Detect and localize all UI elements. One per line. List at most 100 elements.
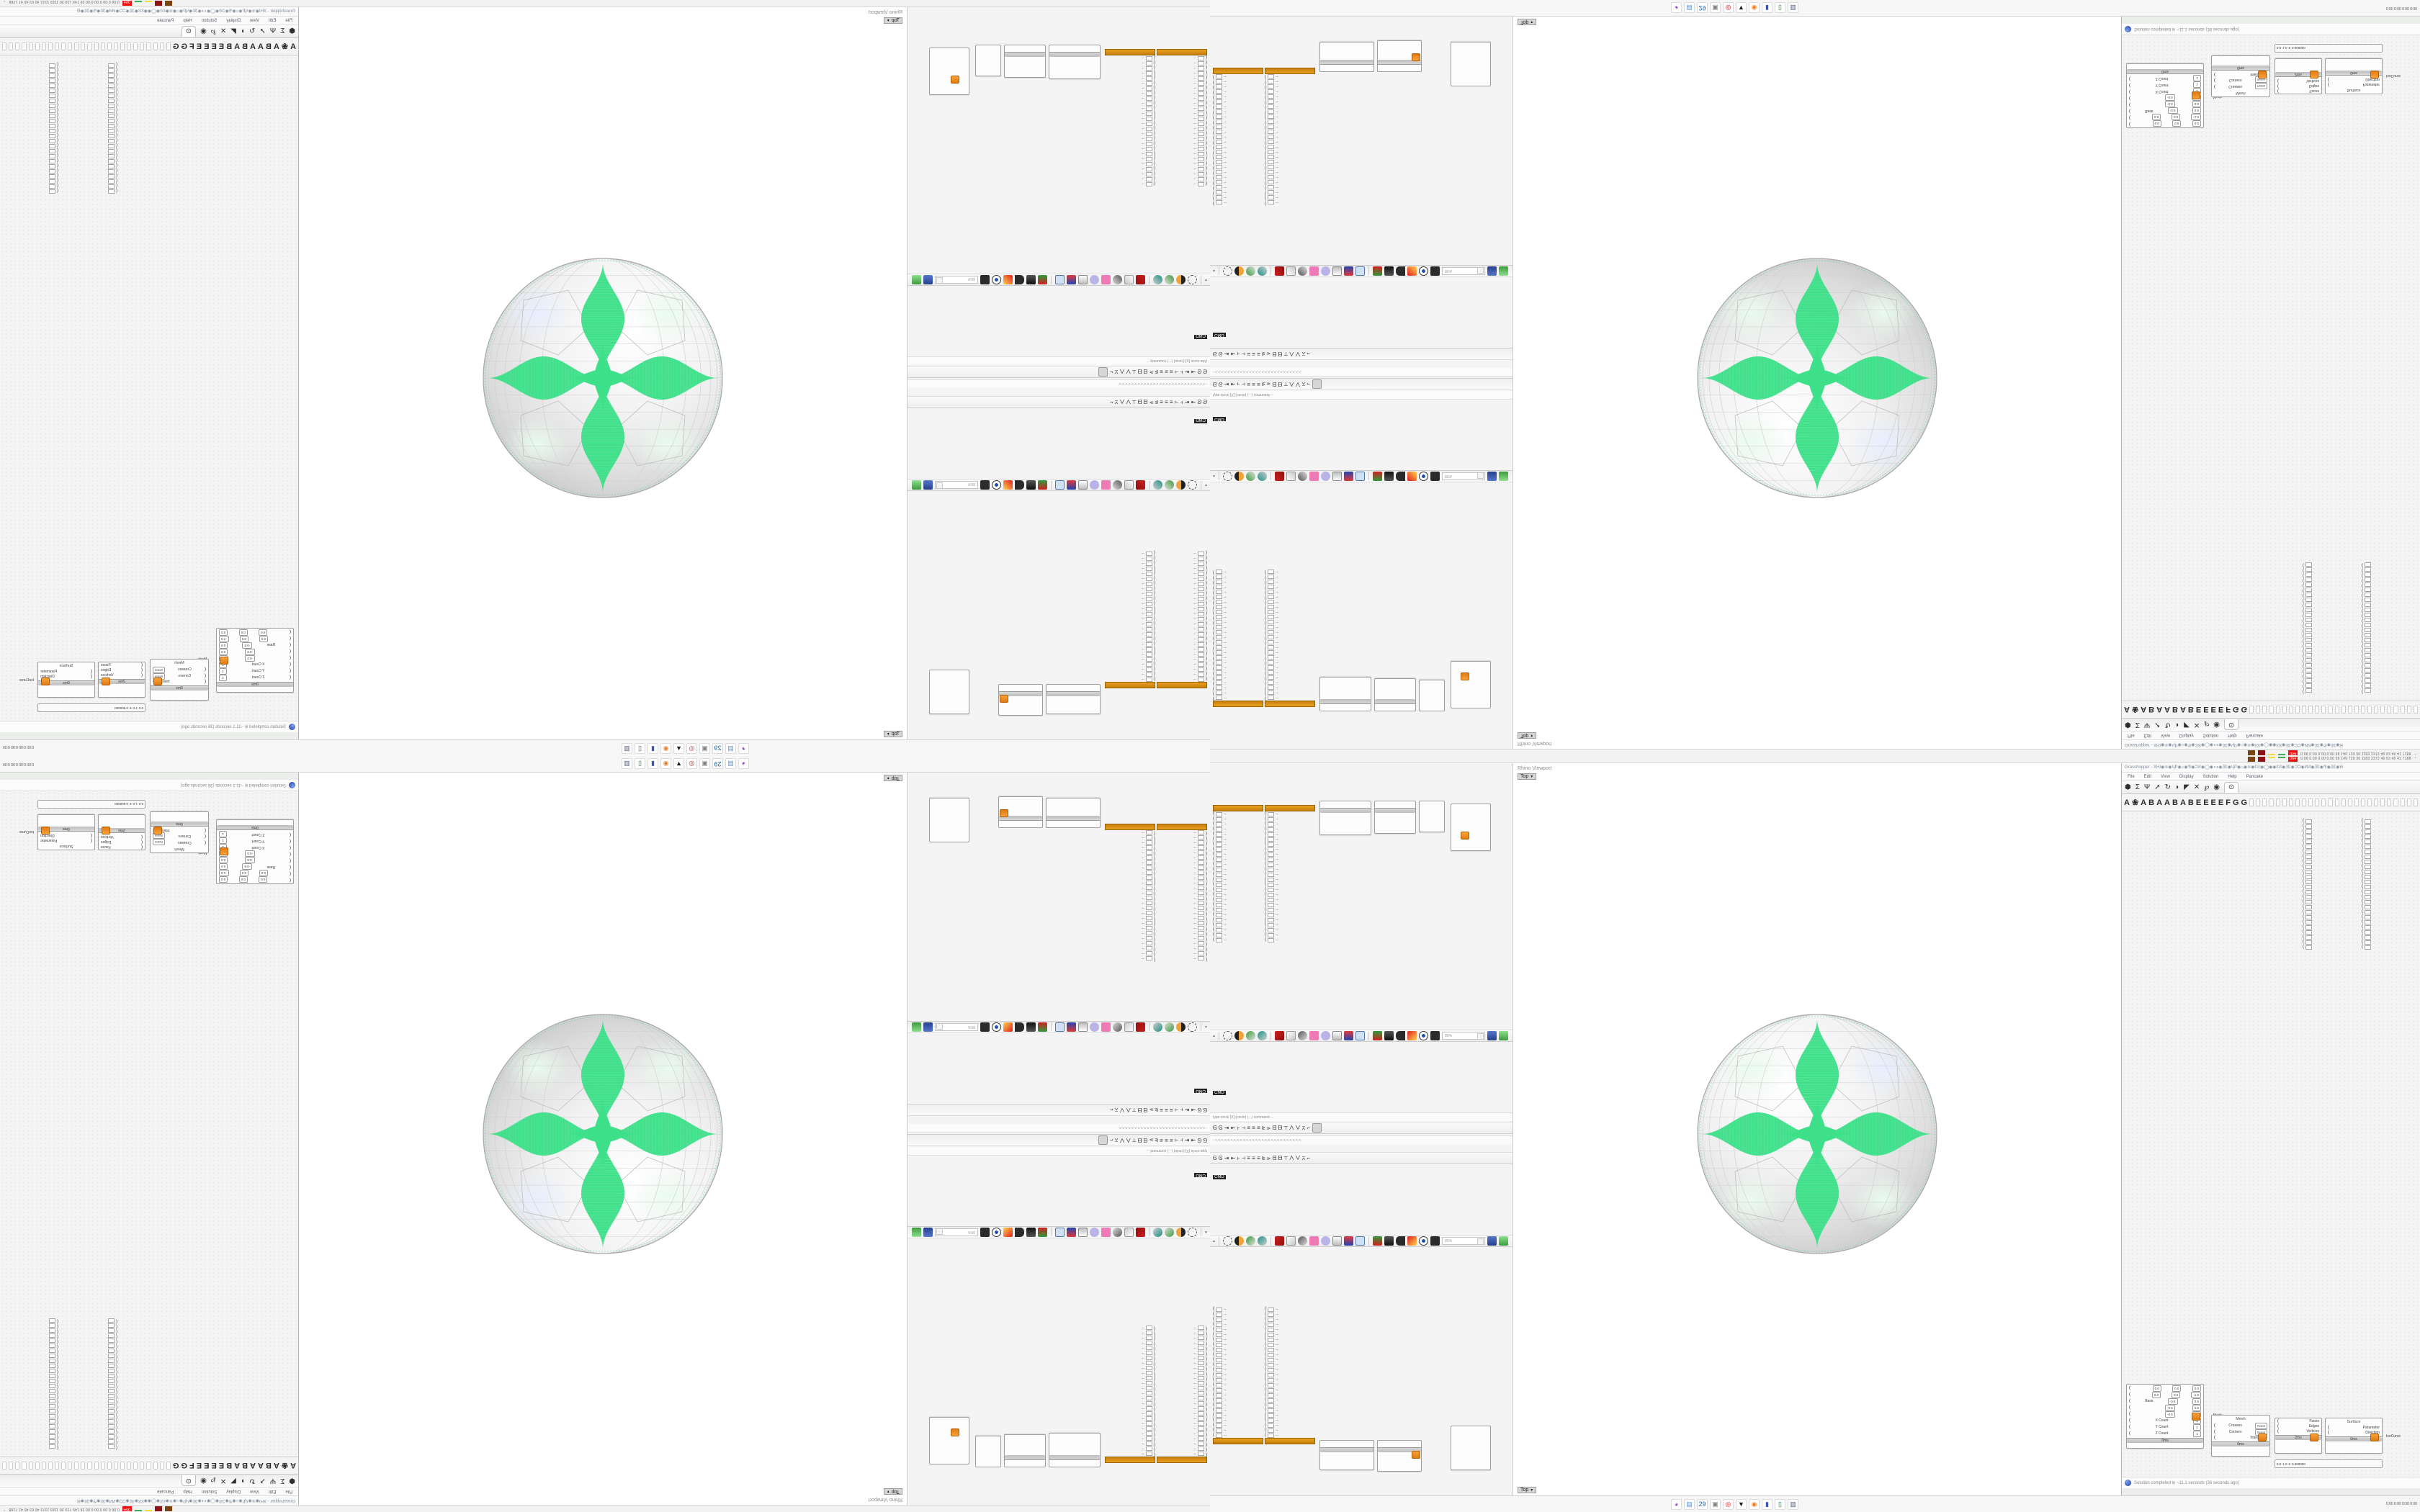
connector-field[interactable] [108,1444,115,1449]
panel-checkbox[interactable] [1216,104,1222,109]
panel-row[interactable]: (— [1213,109,1263,114]
panel-pin-icon[interactable]: ( [1265,651,1266,655]
connector-pin-icon[interactable]: ( [2303,588,2304,593]
connector-field[interactable] [108,143,115,148]
connector-pin-icon[interactable]: ( [116,143,117,148]
connector-pin-icon[interactable]: ( [2303,689,2304,693]
tab-maths[interactable]: Σ [2135,783,2140,791]
box-component[interactable]: (0.0 0.0 0.0(0.0 0.0 -1.0(Base -0.5 0.5(-0.5 0.… [2126,63,2222,128]
box-component-field[interactable]: 1 [219,668,228,675]
panel-pin-icon[interactable]: ( [1154,841,1155,845]
connector-pin-icon[interactable]: ( [57,1349,58,1354]
panel-row[interactable]: (— [1213,696,1263,701]
panel-row[interactable]: (— [1213,877,1263,882]
panel-pin-icon[interactable]: ( [1213,1398,1214,1402]
connector-row[interactable]: ( [1,1359,58,1364]
box-component-field[interactable]: -0.5 [245,649,256,655]
panel-checkbox[interactable] [1268,1357,1274,1362]
connector-row[interactable]: ( [2362,924,2419,930]
ribbon-item-0[interactable]: A [2124,705,2130,714]
panel-pin-icon[interactable]: ( [1154,836,1155,840]
panel-checkbox[interactable] [1198,60,1204,66]
grasshopper-icon[interactable] [1355,1031,1366,1040]
panel-row[interactable]: (— [1105,86,1155,91]
panel-checkbox[interactable] [1268,670,1274,675]
panel-row[interactable]: (— [1265,165,1315,170]
connector-row[interactable]: ( [60,1318,117,1323]
panel-row[interactable]: (— [1265,585,1315,590]
connector-row[interactable]: ( [2362,683,2419,688]
ribbon-cell-6[interactable] [2288,798,2293,806]
connector-pin-icon[interactable]: ( [57,133,58,138]
ribbon-cell-23[interactable] [15,1462,20,1470]
panel-pin-icon[interactable]: ( [1206,55,1207,60]
panel-pin-icon[interactable]: ( [1206,111,1207,115]
panel-pin-icon[interactable]: ( [1213,100,1214,104]
panel-checkbox[interactable] [1216,605,1222,610]
panel-row[interactable]: (— [1213,89,1263,94]
connector-row[interactable]: ( [60,184,117,189]
ribbon-item-1[interactable]: ❀ [2131,798,2139,807]
panel-row[interactable]: (— [1213,155,1263,160]
connector-field[interactable] [49,1439,55,1444]
tab-vector[interactable]: ➚ [259,1477,266,1485]
panel-checkbox[interactable] [1146,652,1152,657]
zoom-input-lower[interactable]: 85% [1442,1237,1486,1245]
ribbon-item-2[interactable]: A [2141,705,2147,714]
panel-row[interactable]: (— [1265,877,1315,882]
connector-pin-icon[interactable]: ( [116,1339,117,1344]
xray-icon[interactable] [1135,1228,1145,1237]
panel-checkbox[interactable] [1268,1332,1274,1337]
panel-pin-icon[interactable]: ( [1154,601,1155,606]
panel-row[interactable]: (— [1105,891,1155,896]
panel-row[interactable]: (— [1105,870,1155,876]
ghosted-icon-lower[interactable] [1258,1236,1268,1246]
panel-row[interactable]: (— [1265,660,1315,665]
rhino-viewport[interactable]: Rhino Viewport Top ▼ [1512,7,2121,749]
box-component-field[interactable]: 0.0 [2151,114,2161,120]
panel-row[interactable]: (— [1157,657,1207,662]
panel-checkbox[interactable] [1198,601,1204,606]
connector-field[interactable] [2305,819,2312,824]
panel-checkbox[interactable] [1268,1342,1274,1347]
ribbon-cell-24[interactable] [9,1462,14,1470]
maximize-icon[interactable] [1430,1031,1440,1040]
panel-pin-icon[interactable]: ( [1265,902,1266,906]
connector-pin-icon[interactable]: ( [116,118,117,122]
connector-field[interactable] [49,1364,55,1369]
box-component-field[interactable]: 0.0 [239,636,248,642]
connector-pin-icon[interactable]: ( [57,123,58,127]
panel-pin-icon[interactable]: ( [1154,1377,1155,1381]
input-pin-icon[interactable]: ( [141,673,143,678]
panel-checkbox[interactable] [1268,877,1274,882]
panel-row[interactable]: (— [1265,1337,1315,1342]
panel-checkbox[interactable] [1216,917,1222,922]
panel-checkbox[interactable] [1216,1312,1222,1317]
pen-icon-lower[interactable] [1309,266,1319,276]
panel-checkbox[interactable] [1198,1341,1204,1346]
panel-checkbox[interactable] [1198,1441,1204,1446]
connector-pin-icon[interactable]: ( [116,1415,117,1419]
ribbon-cell-11[interactable] [2321,798,2326,806]
panel-checkbox[interactable] [1146,171,1152,176]
box-component[interactable]: (0.0 0.0 0.0(0.0 0.0 -1.0(Base -0.5 0.5(-0.5 0.… [198,819,294,884]
panel-row[interactable]: (— [1105,931,1155,936]
connector-pin-icon[interactable]: ( [2362,874,2363,878]
connector-field[interactable] [2305,904,2312,909]
taskbar-app-list[interactable]: ◕ ▤ 29 ▣ ◎ ▼ ◉ ▮ ▯ ▥ [622,742,749,754]
panel-row[interactable]: (— [1213,120,1263,125]
chevron-down-icon-bottom[interactable]: ▼ [886,775,890,780]
panel-checkbox[interactable] [1216,852,1222,857]
panel-checkbox[interactable] [1216,1317,1222,1322]
panel-pin-icon[interactable]: ( [1265,907,1266,912]
input-pin-icon[interactable]: ( [290,656,291,660]
panel-pin-icon[interactable]: ( [1154,131,1155,135]
connector-field[interactable] [2365,839,2371,844]
panel-checkbox[interactable] [1216,897,1222,902]
panel-checkbox[interactable] [1216,125,1222,130]
panel-pin-icon[interactable]: ( [1213,872,1214,876]
panel-row[interactable]: (— [1157,1366,1207,1371]
mini-node-b[interactable] [1374,678,1416,711]
input-pin-icon[interactable]: ( [290,839,291,843]
ribbon-item-3[interactable]: B [265,42,272,51]
